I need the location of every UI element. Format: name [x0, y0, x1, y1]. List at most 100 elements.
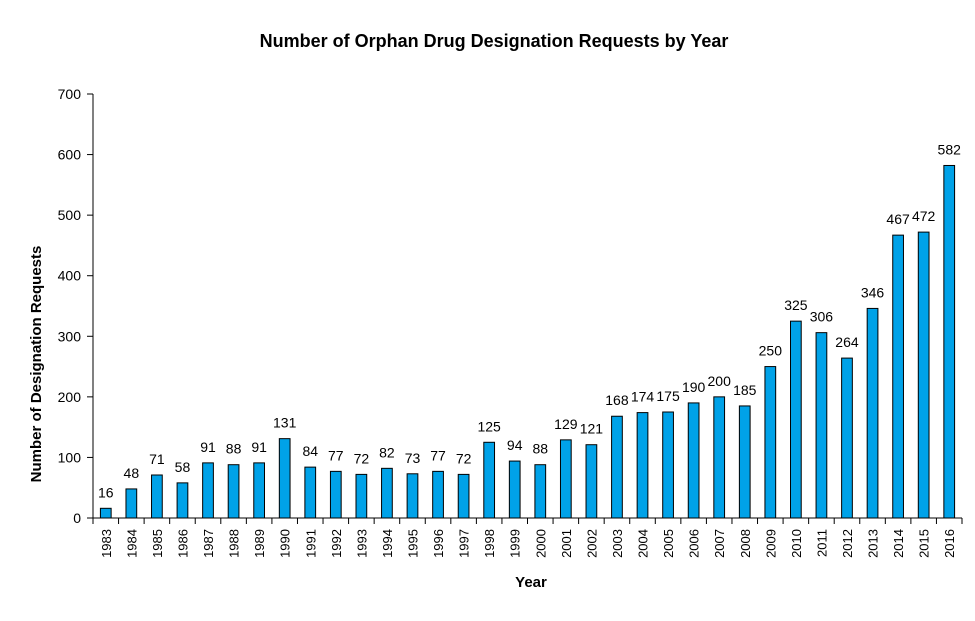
- x-tick-label: 1994: [380, 529, 395, 558]
- bar-1991: [304, 466, 317, 519]
- data-label-1983: 16: [98, 484, 114, 500]
- x-tick-label: 1990: [278, 529, 293, 558]
- data-labels-group: 16 48 71 58 91 88 91 131 84 77 72 82 73 77 72 125 94 88 12…: [98, 141, 961, 500]
- data-label-1997: 72: [456, 450, 472, 466]
- x-tick-label: 2006: [687, 529, 702, 558]
- x-tick-label: 2003: [610, 529, 625, 558]
- bar-2009: [764, 366, 777, 519]
- bar-2000: [534, 464, 547, 519]
- data-label-1986: 58: [175, 459, 191, 475]
- data-label-1984: 48: [124, 465, 140, 481]
- data-label-1988: 88: [226, 441, 242, 457]
- y-tick-label: 500: [58, 207, 82, 223]
- x-tick-label: 2007: [712, 529, 727, 558]
- x-tick-label: 2009: [763, 529, 778, 558]
- bar-2004: [636, 412, 649, 519]
- y-axis: 0 100 200 300 400 500 600 700: [58, 86, 94, 526]
- y-tick-label: 700: [58, 86, 82, 102]
- bar-1997: [457, 473, 470, 519]
- x-tick-label: 1996: [431, 529, 446, 558]
- y-tick-label: 600: [58, 147, 82, 163]
- x-tick-label: 1983: [99, 529, 114, 558]
- bar-1988: [227, 464, 240, 519]
- x-tick-label: 2013: [866, 529, 881, 558]
- bar-1993: [355, 473, 368, 519]
- bar-2015: [917, 231, 930, 519]
- x-tick-label: 1993: [354, 529, 369, 558]
- data-label-1993: 72: [354, 450, 370, 466]
- data-label-2005: 175: [656, 388, 680, 404]
- data-label-2015: 472: [912, 208, 936, 224]
- bar-2016: [943, 164, 956, 519]
- x-tick-label: 1999: [508, 529, 523, 558]
- bar-1994: [381, 467, 393, 519]
- x-tick-label: 1998: [482, 529, 497, 558]
- data-label-2004: 174: [631, 389, 655, 405]
- x-tick-label: 2001: [559, 529, 574, 558]
- bar-2010: [790, 320, 802, 519]
- bar-1985: [151, 474, 163, 519]
- data-label-2000: 88: [532, 441, 548, 457]
- data-label-1989: 91: [251, 439, 267, 455]
- bars-group: [99, 164, 956, 519]
- data-label-2009: 250: [759, 343, 783, 359]
- x-tick-label: 2010: [789, 529, 804, 558]
- data-label-2016: 582: [938, 141, 962, 157]
- x-tick-label: 1985: [150, 529, 165, 558]
- x-tick-label: 1997: [457, 529, 472, 558]
- bar-1996: [432, 470, 444, 519]
- x-axis: 1983 1984 1985 1986 1987 1988 1989 1990 1991 1992…: [92, 517, 963, 558]
- data-label-1992: 77: [328, 447, 344, 463]
- data-label-2003: 168: [605, 392, 629, 408]
- x-tick-label: 2004: [636, 529, 651, 558]
- y-axis-title: Number of Designation Requests: [28, 246, 45, 483]
- chart-title: Number of Orphan Drug Designation Reques…: [260, 31, 729, 51]
- x-tick-label: 2002: [584, 529, 599, 558]
- bar-1990: [278, 438, 291, 519]
- data-label-1987: 91: [200, 439, 216, 455]
- data-label-2010: 325: [784, 297, 808, 313]
- bar-2002: [585, 444, 598, 519]
- data-label-2007: 200: [708, 373, 732, 389]
- data-label-2014: 467: [886, 211, 910, 227]
- bar-1983: [99, 507, 112, 519]
- bar-1984: [125, 488, 138, 519]
- x-tick-label: 2016: [942, 529, 957, 558]
- data-label-2008: 185: [733, 382, 757, 398]
- data-label-1985: 71: [149, 451, 165, 467]
- data-label-1990: 131: [273, 415, 297, 431]
- x-tick-label: 1989: [252, 529, 267, 558]
- data-label-2002: 121: [580, 421, 604, 437]
- bar-2007: [713, 396, 726, 519]
- bar-1989: [253, 462, 265, 519]
- x-tick-label: 2014: [891, 529, 906, 558]
- bar-2012: [841, 357, 853, 519]
- y-tick-label: 400: [58, 268, 82, 284]
- data-label-1996: 77: [430, 447, 446, 463]
- bar-1992: [329, 470, 342, 519]
- y-tick-label: 0: [73, 510, 81, 526]
- bar-1986: [176, 482, 189, 519]
- x-tick-label: 1995: [405, 529, 420, 558]
- y-tick-label: 200: [58, 389, 82, 405]
- x-tick-label: 2011: [814, 529, 829, 557]
- x-tick-label: 1991: [303, 529, 318, 558]
- bar-1998: [483, 441, 496, 519]
- data-label-2006: 190: [682, 379, 706, 395]
- x-tick-label: 2000: [533, 529, 548, 558]
- bar-1999: [508, 460, 521, 519]
- y-tick-label: 100: [58, 449, 82, 465]
- bar-1987: [202, 462, 214, 519]
- data-label-1998: 125: [477, 418, 501, 434]
- bar-2005: [662, 411, 674, 519]
- bar-2001: [559, 439, 572, 519]
- data-label-2011: 306: [810, 309, 834, 325]
- x-tick-label: 1984: [124, 529, 139, 558]
- bar-1995: [406, 473, 419, 519]
- data-label-1999: 94: [507, 437, 523, 453]
- bar-2014: [892, 234, 904, 519]
- x-tick-label: 2015: [917, 529, 932, 558]
- data-label-1994: 82: [379, 444, 395, 460]
- data-label-2001: 129: [554, 416, 578, 432]
- data-label-2013: 346: [861, 284, 885, 300]
